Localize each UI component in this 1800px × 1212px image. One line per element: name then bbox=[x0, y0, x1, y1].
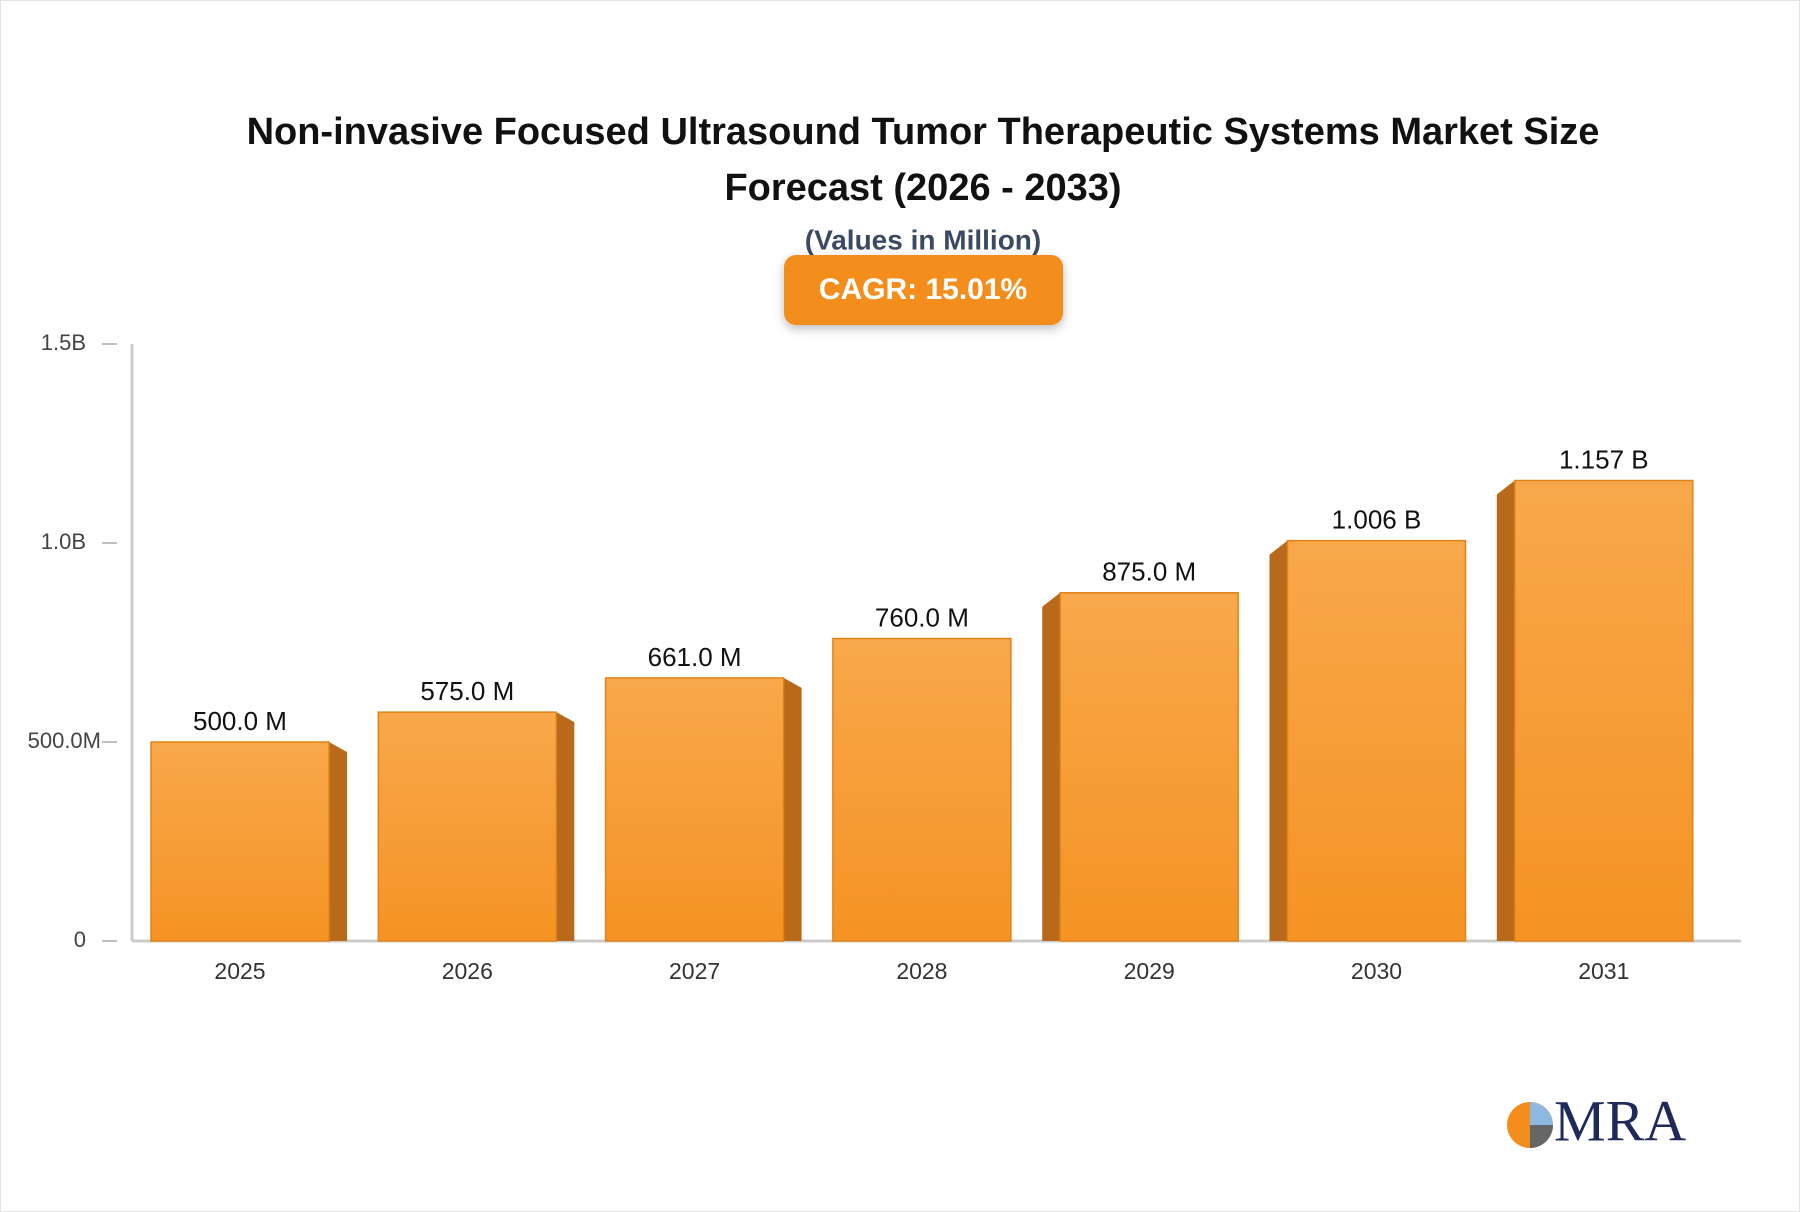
value-label: 575.0 M bbox=[420, 676, 514, 706]
bar bbox=[1514, 479, 1694, 942]
logo-text: MRA bbox=[1554, 1088, 1686, 1153]
chart-subtitle: (Values in Million) bbox=[805, 224, 1041, 255]
bar bbox=[150, 741, 330, 942]
y-tick-label: 1.5B bbox=[41, 330, 86, 355]
bar-side bbox=[1269, 540, 1288, 941]
y-tick-label: 500.0M bbox=[28, 728, 101, 753]
logo-icon bbox=[1530, 1102, 1553, 1125]
bar-side bbox=[329, 742, 347, 941]
value-label: 875.0 M bbox=[1102, 557, 1196, 587]
chart-title: Non-invasive Focused Ultrasound Tumor Th… bbox=[247, 111, 1600, 153]
x-tick-label: 2029 bbox=[1124, 958, 1175, 984]
value-label: 500.0 M bbox=[193, 706, 287, 736]
bar-side bbox=[1496, 480, 1515, 941]
value-label: 661.0 M bbox=[648, 642, 742, 672]
y-tick-label: 1.0B bbox=[41, 529, 86, 554]
y-tick-label: 0 bbox=[74, 927, 86, 952]
value-label: 1.006 B bbox=[1332, 504, 1422, 534]
x-tick-label: 2031 bbox=[1578, 958, 1629, 984]
cagr-text: CAGR: 15.01% bbox=[819, 273, 1027, 306]
x-tick-label: 2030 bbox=[1351, 958, 1402, 984]
x-tick-label: 2028 bbox=[896, 958, 947, 984]
x-tick-label: 2025 bbox=[214, 958, 265, 984]
cagr-badge bbox=[784, 255, 1063, 325]
bar-side bbox=[1042, 592, 1061, 941]
logo-icon bbox=[1530, 1125, 1553, 1148]
bar bbox=[1286, 539, 1467, 942]
x-tick-label: 2026 bbox=[442, 958, 493, 984]
bar bbox=[1059, 592, 1239, 942]
value-label: 760.0 M bbox=[875, 602, 969, 632]
logo: MRA bbox=[1507, 1088, 1686, 1153]
value-label: 1.157 B bbox=[1559, 444, 1649, 474]
x-tick-label: 2027 bbox=[669, 958, 720, 984]
bar bbox=[832, 637, 1012, 942]
bar-side bbox=[556, 712, 575, 941]
bar bbox=[604, 677, 785, 942]
chart-title: Forecast (2026 - 2033) bbox=[724, 167, 1121, 209]
bar bbox=[377, 711, 558, 942]
bar-side bbox=[783, 677, 802, 941]
